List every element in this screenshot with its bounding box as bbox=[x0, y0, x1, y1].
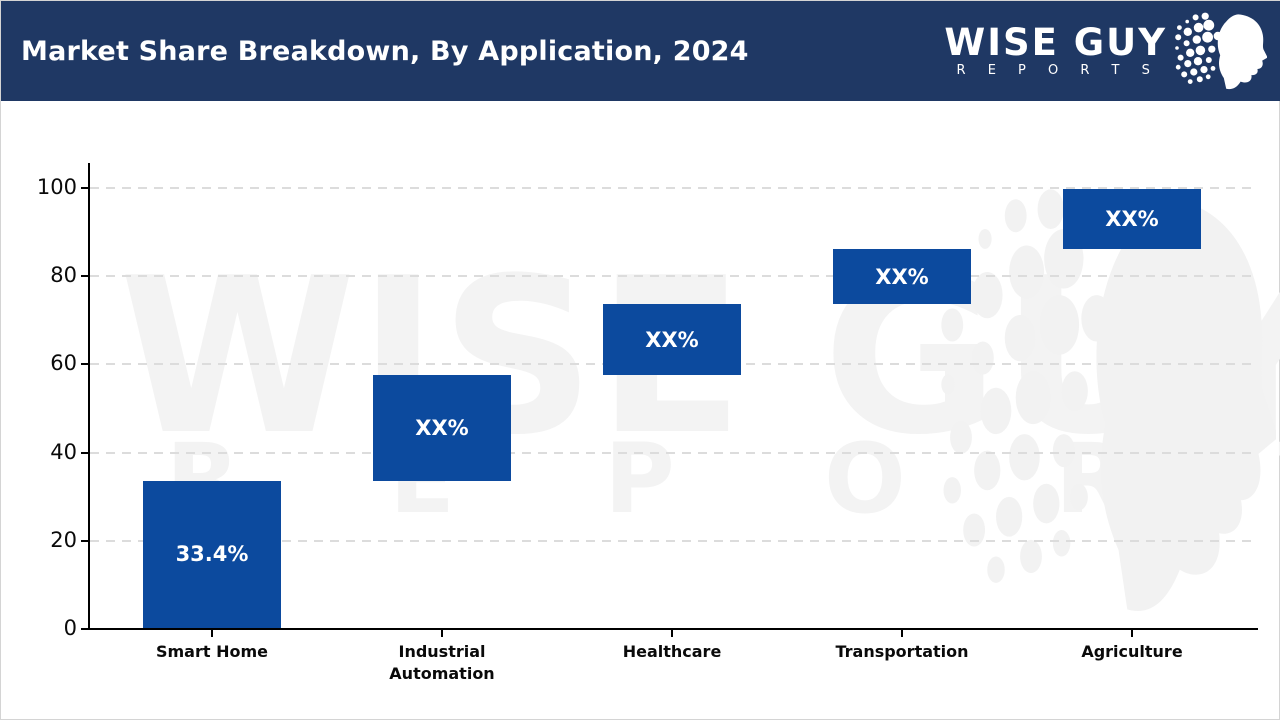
brand-name: WISE GUY bbox=[944, 21, 1167, 64]
y-tick-mark bbox=[81, 275, 88, 278]
x-tick-mark bbox=[901, 630, 903, 637]
bar-transportation: XX% bbox=[833, 248, 971, 305]
chart-title: Market Share Breakdown, By Application, … bbox=[21, 35, 749, 67]
y-tick-label: 80 bbox=[50, 263, 77, 288]
x-tick-mark bbox=[671, 630, 673, 637]
y-tick-label: 0 bbox=[63, 616, 77, 640]
gridline-y20 bbox=[90, 539, 1258, 542]
header-bar: Market Share Breakdown, By Application, … bbox=[1, 1, 1280, 101]
x-tick-label-smart-home: Smart Home bbox=[155, 642, 268, 661]
y-tick-label: 40 bbox=[50, 439, 77, 464]
brand-head-icon bbox=[1175, 12, 1267, 90]
y-tick-mark bbox=[81, 451, 88, 454]
bar-agriculture: XX% bbox=[1063, 188, 1201, 249]
x-axis-line bbox=[88, 628, 1258, 630]
y-tick-label: 100 bbox=[36, 175, 77, 199]
x-tick-label-healthcare: Healthcare bbox=[622, 642, 722, 661]
brand-subtitle: R E P O R T S bbox=[956, 63, 1159, 78]
x-tick-mark bbox=[441, 630, 443, 637]
x-tick-mark bbox=[1131, 630, 1133, 637]
y-axis-line bbox=[88, 163, 90, 630]
x-tick-label-agriculture: Agriculture bbox=[1081, 642, 1183, 661]
brand-logo-text: WISE GUY R E P O R T S bbox=[944, 24, 1167, 78]
watermark-text-2: R E P O R T S bbox=[166, 423, 1280, 535]
x-tick-mark bbox=[211, 630, 213, 637]
y-tick-label: 60 bbox=[50, 351, 77, 376]
gridline-y100 bbox=[90, 187, 1258, 189]
x-tick-label-industrial-automation: Industrial Automation bbox=[389, 642, 495, 683]
bar-value-label: XX% bbox=[1105, 206, 1159, 231]
watermark-head-icon bbox=[941, 189, 1276, 611]
brand-logo: WISE GUY R E P O R T S bbox=[944, 7, 1267, 95]
gridline-y80 bbox=[90, 275, 1258, 278]
bar-value-label: 33.4% bbox=[175, 542, 249, 567]
y-tick-mark bbox=[81, 363, 88, 366]
bar-smart-home: 33.4% bbox=[143, 480, 281, 628]
y-tick-mark bbox=[81, 539, 88, 542]
y-tick-mark bbox=[81, 628, 88, 630]
bar-industrial-automation: XX% bbox=[373, 374, 511, 481]
y-tick-label: 20 bbox=[50, 527, 77, 552]
bar-value-label: XX% bbox=[415, 415, 469, 440]
bar-value-label: XX% bbox=[645, 327, 699, 352]
bar-healthcare: XX% bbox=[603, 304, 741, 375]
gridline-y40 bbox=[90, 451, 1258, 454]
y-tick-mark bbox=[81, 187, 88, 189]
x-tick-label-transportation: Transportation bbox=[835, 642, 969, 661]
bar-value-label: XX% bbox=[875, 264, 929, 289]
